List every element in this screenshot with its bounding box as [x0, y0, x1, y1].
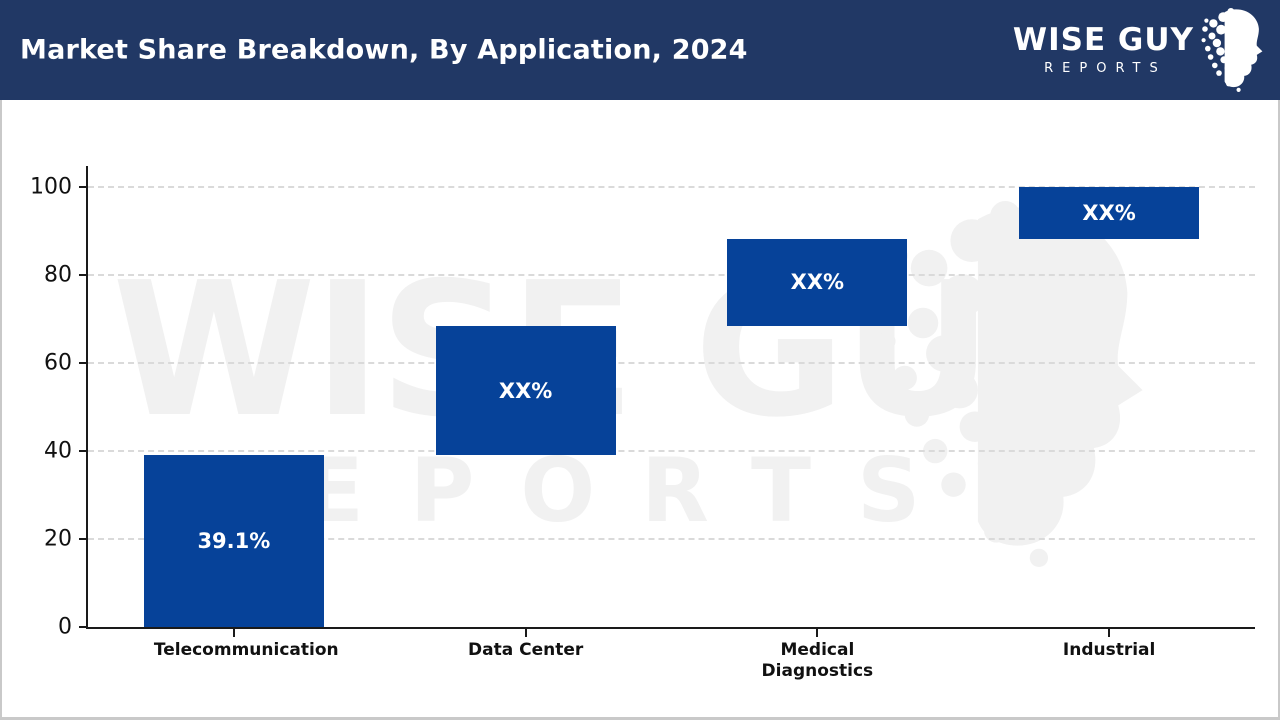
bar-data-center: [435, 326, 616, 455]
x-tick-telecommunication: [232, 629, 235, 637]
y-tick-60: [79, 362, 88, 364]
logo-wordmark: WISE GUY REPORTS: [1012, 21, 1194, 76]
gridline-80: [88, 274, 1255, 276]
y-tick-100: [79, 186, 88, 188]
y-tick-label-60: 60: [44, 350, 72, 376]
header: Market Share Breakdown, By Application, …: [0, 0, 1280, 100]
y-tick-label-0: 0: [58, 614, 72, 640]
category-label-medical-diagnostics: Medical Diagnostics: [761, 640, 874, 682]
gridline-100: [88, 186, 1255, 188]
y-tick-20: [79, 538, 88, 540]
gridline-60: [88, 362, 1255, 364]
bar-value-label-telecommunication: 39.1%: [197, 528, 271, 553]
bar-value-label-medical-diagnostics: XX%: [790, 270, 845, 295]
gridline-20: [88, 538, 1255, 540]
y-tick-label-20: 20: [44, 526, 72, 552]
x-tick-medical-diagnostics: [816, 629, 819, 637]
canvas-border-bottom: [0, 717, 1280, 720]
logo-line2: REPORTS: [1044, 60, 1167, 76]
canvas-border-left: [0, 100, 2, 720]
wiseguy-face-icon: [1198, 7, 1268, 93]
y-tick-label-40: 40: [44, 438, 72, 464]
bar-value-label-data-center: XX%: [498, 378, 553, 403]
canvas-border-right: [1278, 100, 1280, 720]
y-tick-80: [79, 274, 88, 276]
category-label-telecommunication: Telecommunication: [153, 640, 339, 660]
y-tick-40: [79, 450, 88, 452]
y-tick-label-80: 80: [44, 262, 72, 288]
gridline-40: [88, 450, 1255, 452]
wiseguy-logo: WISE GUY REPORTS: [1013, 5, 1268, 95]
x-tick-industrial: [1108, 629, 1111, 637]
y-tick-0: [79, 626, 88, 628]
x-axis: [86, 627, 1255, 629]
bar-telecommunication: [143, 454, 324, 627]
bar-value-label-industrial: XX%: [1082, 200, 1136, 225]
category-label-data-center: Data Center: [468, 640, 584, 660]
y-axis: [86, 166, 88, 629]
y-tick-label-100: 100: [30, 174, 72, 200]
chart-title: Market Share Breakdown, By Application, …: [20, 34, 748, 66]
logo-line1: WISE GUY: [1012, 21, 1194, 58]
category-label-industrial: Industrial: [1062, 640, 1156, 660]
x-tick-data-center: [524, 629, 527, 637]
